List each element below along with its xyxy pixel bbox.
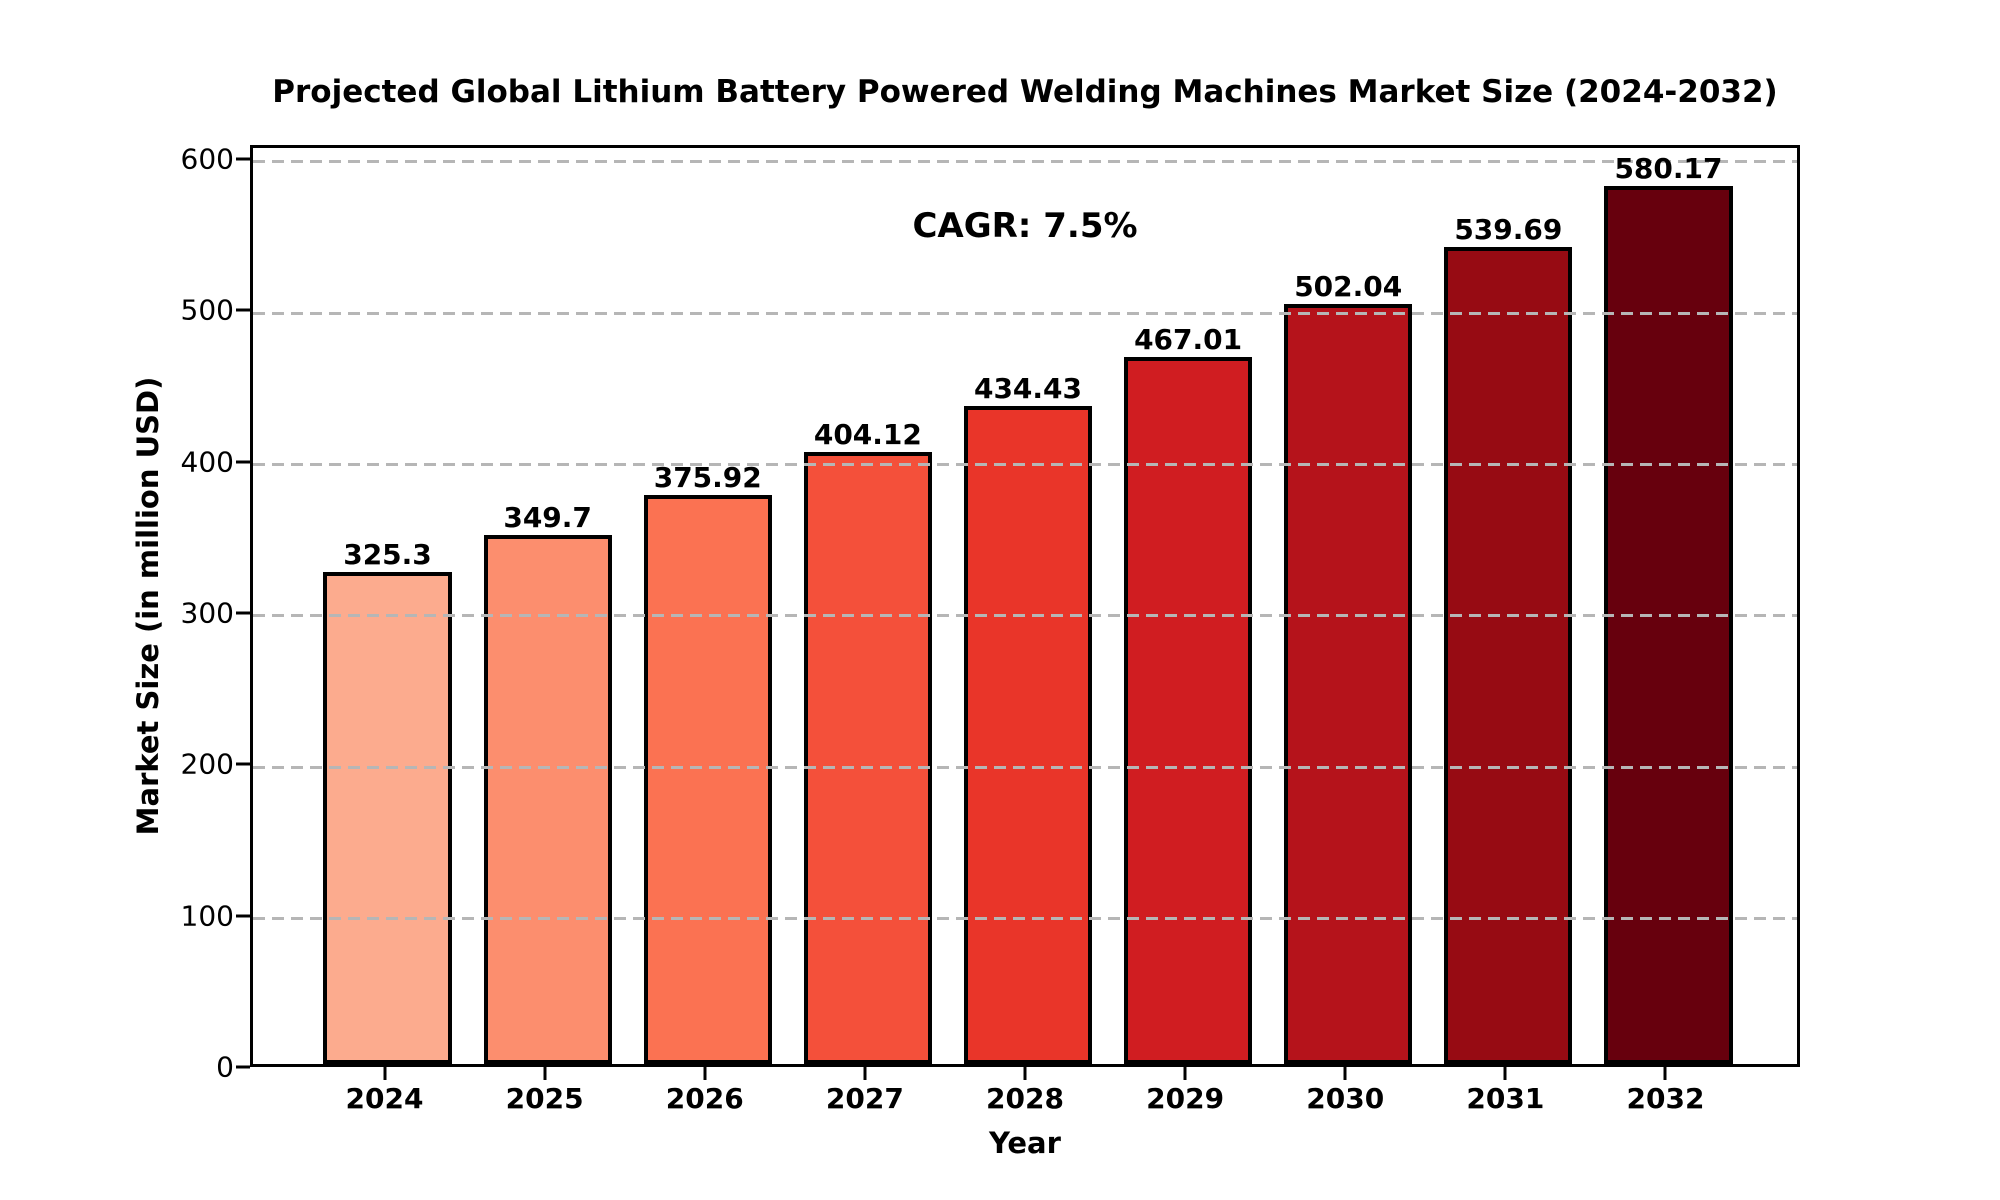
y-tick-label: 400 [180, 445, 234, 479]
y-axis-label: Market Size (in million USD) [131, 376, 165, 836]
y-tick-label: 0 [216, 1050, 234, 1084]
x-tick-label: 2024 [345, 1082, 424, 1115]
bar [1284, 304, 1413, 1064]
x-tick-mark [1663, 1067, 1667, 1080]
x-tick-label: 2029 [1146, 1082, 1225, 1115]
x-tick-label: 2027 [825, 1082, 904, 1115]
x-axis-label: Year [989, 1126, 1061, 1160]
x-tick-label: 2031 [1466, 1082, 1545, 1115]
bar [803, 452, 932, 1064]
bar [963, 406, 1093, 1064]
x-tick-mark [1343, 1067, 1347, 1080]
y-tick-label: 200 [180, 747, 234, 781]
bar-value-label: 502.04 [1294, 270, 1403, 304]
gridline [253, 614, 1797, 618]
x-tick-mark [383, 1067, 386, 1080]
cagr-annotation: CAGR: 7.5% [912, 206, 1138, 246]
bar-value-label: 434.43 [973, 372, 1083, 406]
gridline [253, 917, 1797, 921]
bar [323, 571, 452, 1064]
bar-value-label: 539.69 [1454, 213, 1563, 247]
y-tick-mark [236, 762, 250, 766]
y-tick-mark [236, 1065, 250, 1069]
y-tick-label: 100 [180, 899, 234, 933]
y-tick-mark [236, 460, 250, 464]
bar [483, 534, 612, 1064]
y-tick-mark [236, 611, 250, 615]
x-tick-mark [863, 1067, 867, 1080]
bar [643, 494, 772, 1064]
gridline [253, 765, 1797, 769]
x-tick-mark [1183, 1067, 1187, 1080]
bar [1604, 185, 1733, 1064]
bar-value-label: 375.92 [653, 460, 762, 494]
x-tick-label: 2025 [505, 1082, 584, 1115]
bar [1444, 247, 1573, 1064]
x-tick-label: 2032 [1626, 1082, 1705, 1115]
x-tick-label: 2028 [986, 1082, 1064, 1115]
bar-value-label: 404.12 [813, 418, 922, 452]
y-tick-mark [236, 157, 250, 161]
bar-value-label: 580.17 [1614, 151, 1723, 185]
y-tick-label: 500 [180, 293, 234, 327]
x-tick-mark [1503, 1067, 1507, 1080]
bar-value-label: 467.01 [1134, 323, 1243, 357]
x-tick-label: 2030 [1306, 1082, 1385, 1115]
gridline [253, 311, 1797, 315]
y-tick-label: 600 [180, 142, 234, 176]
y-tick-label: 300 [180, 596, 234, 630]
chart-title: Projected Global Lithium Battery Powered… [272, 74, 1778, 110]
bar-value-label: 349.7 [503, 500, 592, 534]
x-tick-label: 2026 [665, 1082, 744, 1115]
y-tick-mark [236, 308, 250, 312]
gridline [253, 160, 1797, 164]
bar-value-label: 325.3 [343, 537, 432, 571]
x-tick-mark [703, 1067, 707, 1080]
bar [1124, 357, 1253, 1064]
x-tick-mark [543, 1067, 547, 1080]
y-tick-mark [236, 914, 250, 918]
x-tick-mark [1023, 1067, 1027, 1080]
gridline [253, 463, 1797, 467]
plot-area: CAGR: 7.5% 325.3 349.7 375.92 404.12 434.43 4… [250, 145, 1800, 1067]
